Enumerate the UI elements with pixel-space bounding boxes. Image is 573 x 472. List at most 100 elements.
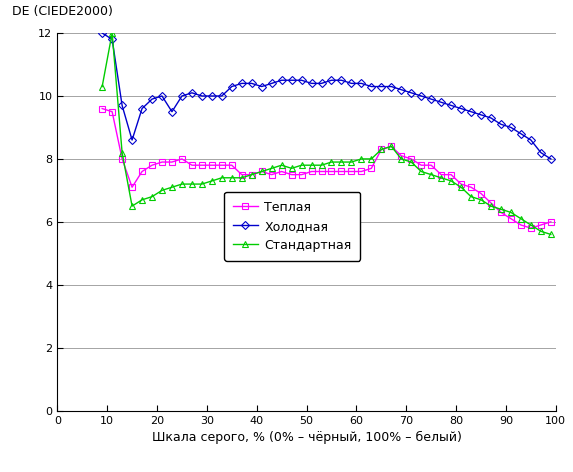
- Холодная: [408, 90, 415, 96]
- Холодная: [159, 93, 166, 99]
- Холодная: [318, 81, 325, 86]
- Стандартная: [378, 147, 384, 152]
- Стандартная: [288, 166, 295, 171]
- Теплая: [338, 169, 345, 174]
- Стандартная: [218, 175, 225, 181]
- Стандартная: [338, 159, 345, 165]
- Теплая: [547, 219, 554, 225]
- Стандартная: [448, 178, 454, 184]
- Стандартная: [209, 178, 215, 184]
- Холодная: [298, 77, 305, 83]
- Теплая: [258, 169, 265, 174]
- Стандартная: [168, 185, 175, 190]
- Теплая: [268, 172, 275, 177]
- Холодная: [288, 77, 295, 83]
- Холодная: [168, 109, 175, 115]
- Теплая: [119, 156, 125, 162]
- Стандартная: [278, 162, 285, 168]
- Теплая: [308, 169, 315, 174]
- Теплая: [458, 181, 465, 187]
- Стандартная: [458, 185, 465, 190]
- Теплая: [438, 172, 445, 177]
- Стандартная: [388, 143, 395, 149]
- Теплая: [408, 156, 415, 162]
- Холодная: [488, 115, 494, 121]
- Стандартная: [198, 181, 205, 187]
- Холодная: [119, 102, 125, 108]
- Холодная: [438, 100, 445, 105]
- Стандартная: [139, 197, 146, 202]
- Теплая: [448, 172, 454, 177]
- Стандартная: [508, 210, 515, 215]
- Стандартная: [427, 172, 434, 177]
- Холодная: [458, 106, 465, 111]
- Теплая: [348, 169, 355, 174]
- Стандартная: [119, 150, 125, 155]
- Холодная: [477, 112, 484, 118]
- Теплая: [189, 162, 195, 168]
- Холодная: [338, 77, 345, 83]
- Холодная: [209, 93, 215, 99]
- Text: DE (CIEDE2000): DE (CIEDE2000): [13, 5, 113, 18]
- Стандартная: [248, 172, 255, 177]
- Стандартная: [438, 175, 445, 181]
- Холодная: [268, 81, 275, 86]
- Холодная: [308, 81, 315, 86]
- Стандартная: [348, 159, 355, 165]
- Теплая: [398, 153, 405, 159]
- Холодная: [517, 131, 524, 136]
- Холодная: [527, 137, 534, 143]
- Line: Теплая: Теплая: [99, 106, 554, 231]
- Стандартная: [527, 222, 534, 228]
- Холодная: [139, 106, 146, 111]
- Line: Холодная: Холодная: [99, 30, 554, 162]
- Холодная: [508, 125, 515, 130]
- Стандартная: [408, 159, 415, 165]
- Холодная: [178, 93, 185, 99]
- Стандартная: [468, 194, 474, 200]
- Теплая: [418, 162, 425, 168]
- Теплая: [427, 162, 434, 168]
- Legend: Теплая, Холодная, Стандартная: Теплая, Холодная, Стандартная: [224, 192, 360, 261]
- Холодная: [228, 84, 235, 89]
- Холодная: [328, 77, 335, 83]
- Теплая: [388, 143, 395, 149]
- Теплая: [218, 162, 225, 168]
- Холодная: [189, 90, 195, 96]
- Стандартная: [178, 181, 185, 187]
- Холодная: [128, 137, 135, 143]
- Теплая: [178, 156, 185, 162]
- Стандартная: [189, 181, 195, 187]
- Стандартная: [477, 197, 484, 202]
- Стандартная: [328, 159, 335, 165]
- Стандартная: [258, 169, 265, 174]
- Теплая: [328, 169, 335, 174]
- Холодная: [258, 84, 265, 89]
- Холодная: [348, 81, 355, 86]
- Теплая: [508, 216, 515, 221]
- Теплая: [537, 222, 544, 228]
- Холодная: [368, 84, 375, 89]
- Холодная: [468, 109, 474, 115]
- Стандартная: [547, 232, 554, 237]
- Стандартная: [488, 203, 494, 209]
- Теплая: [228, 162, 235, 168]
- Стандартная: [318, 162, 325, 168]
- Теплая: [318, 169, 325, 174]
- Теплая: [358, 169, 365, 174]
- Холодная: [109, 36, 116, 42]
- Стандартная: [128, 203, 135, 209]
- Стандартная: [109, 30, 116, 36]
- Теплая: [368, 166, 375, 171]
- Теплая: [378, 147, 384, 152]
- Стандартная: [159, 187, 166, 193]
- Стандартная: [358, 156, 365, 162]
- Теплая: [278, 169, 285, 174]
- Теплая: [527, 225, 534, 231]
- Теплая: [298, 172, 305, 177]
- Теплая: [497, 210, 504, 215]
- Холодная: [497, 121, 504, 127]
- Холодная: [218, 93, 225, 99]
- Стандартная: [148, 194, 155, 200]
- Теплая: [148, 162, 155, 168]
